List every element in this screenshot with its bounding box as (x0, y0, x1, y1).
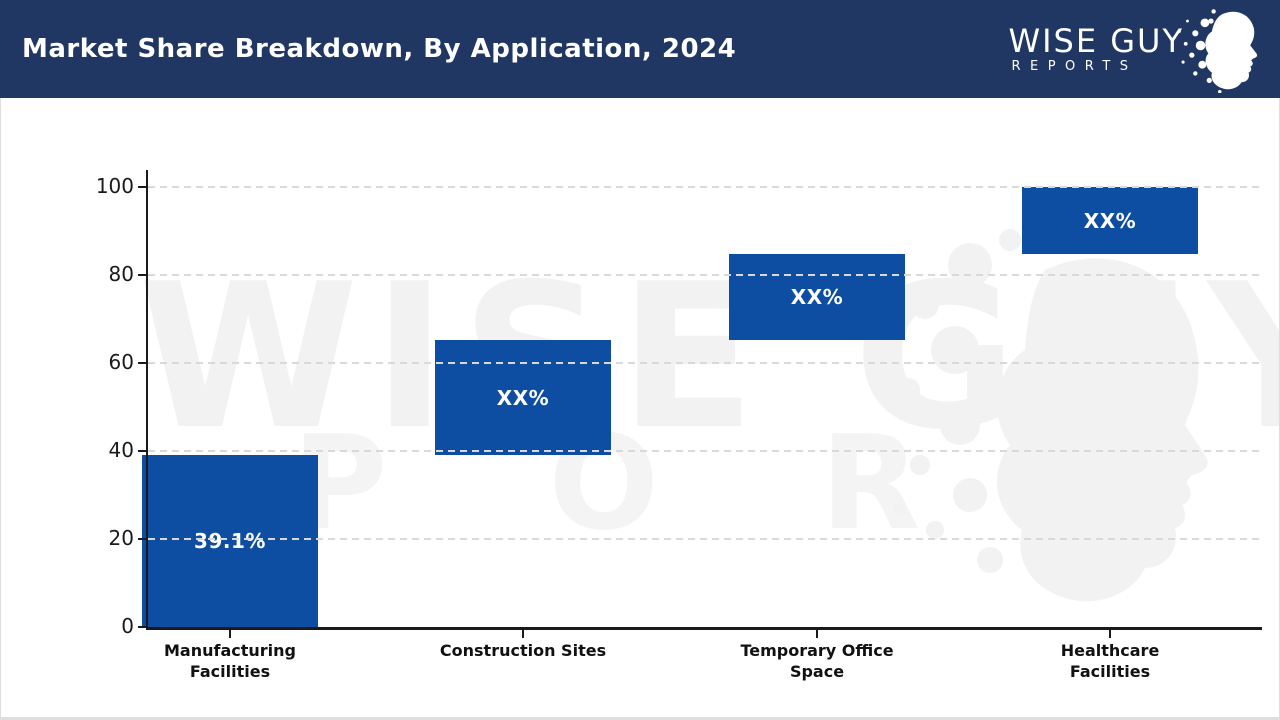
dotted-face-icon (1178, 9, 1258, 93)
y-tick-mark (138, 538, 146, 540)
bar-segment: XX% (435, 340, 611, 455)
bar-segment: XX% (729, 254, 905, 341)
category-label-line: Temporary Office (740, 641, 894, 660)
y-tick-mark (138, 362, 146, 364)
x-tick-mark (229, 630, 231, 638)
y-tick-mark (138, 626, 146, 628)
bar-value-label: XX% (790, 285, 844, 310)
y-tick-label: 60 (108, 350, 134, 374)
bottom-edge-line (0, 717, 1280, 720)
y-tick-label: 20 (108, 526, 134, 550)
gridline (148, 274, 1262, 276)
y-tick-mark (138, 450, 146, 452)
category-label-line: Space (789, 662, 845, 681)
x-axis-line (146, 627, 1262, 630)
category-label-line: Healthcare (1060, 641, 1160, 660)
gridline (148, 450, 1262, 452)
wise-guy-reports-logo: WISE GUY REPORTS (1008, 5, 1266, 93)
y-tick-label: 0 (121, 614, 134, 638)
bar-value-label: 39.1% (194, 528, 266, 553)
bar-segment: 39.1% (142, 454, 318, 627)
x-tick-mark (1109, 630, 1111, 638)
category-label: Manufacturing Facilities (100, 640, 360, 682)
page-title: Market Share Breakdown, By Application, … (22, 34, 737, 64)
category-label: Healthcare Facilities (980, 640, 1240, 682)
logo-line2: REPORTS (1011, 59, 1138, 74)
y-tick-label: 80 (108, 262, 134, 286)
category-label-line: Construction Sites (439, 641, 607, 660)
category-label-line: Facilities (189, 662, 271, 681)
y-axis-line (146, 170, 148, 630)
logo-wordmark: WISE GUY REPORTS (1008, 24, 1184, 74)
left-edge-line (0, 98, 1, 720)
category-label-line: Facilities (1069, 662, 1151, 681)
category-label-line: Manufacturing (164, 641, 296, 660)
gridline (148, 538, 1262, 540)
x-tick-mark (816, 630, 818, 638)
logo-line1: WISE GUY (1008, 22, 1184, 60)
bar-value-label: XX% (1083, 208, 1137, 233)
category-label: Construction Sites (393, 640, 653, 661)
bar-segment: XX% (1022, 187, 1198, 255)
y-tick-mark (138, 274, 146, 276)
y-tick-label: 40 (108, 438, 134, 462)
y-tick-mark (138, 186, 146, 188)
bar-value-label: XX% (496, 385, 550, 410)
y-tick-label: 100 (95, 174, 134, 198)
watermark-face-icon (882, 229, 1208, 602)
x-tick-mark (522, 630, 524, 638)
gridline (148, 362, 1262, 364)
header-bar: Market Share Breakdown, By Application, … (0, 0, 1280, 98)
gridline (148, 186, 1262, 188)
category-label: Temporary Office Space (687, 640, 947, 682)
